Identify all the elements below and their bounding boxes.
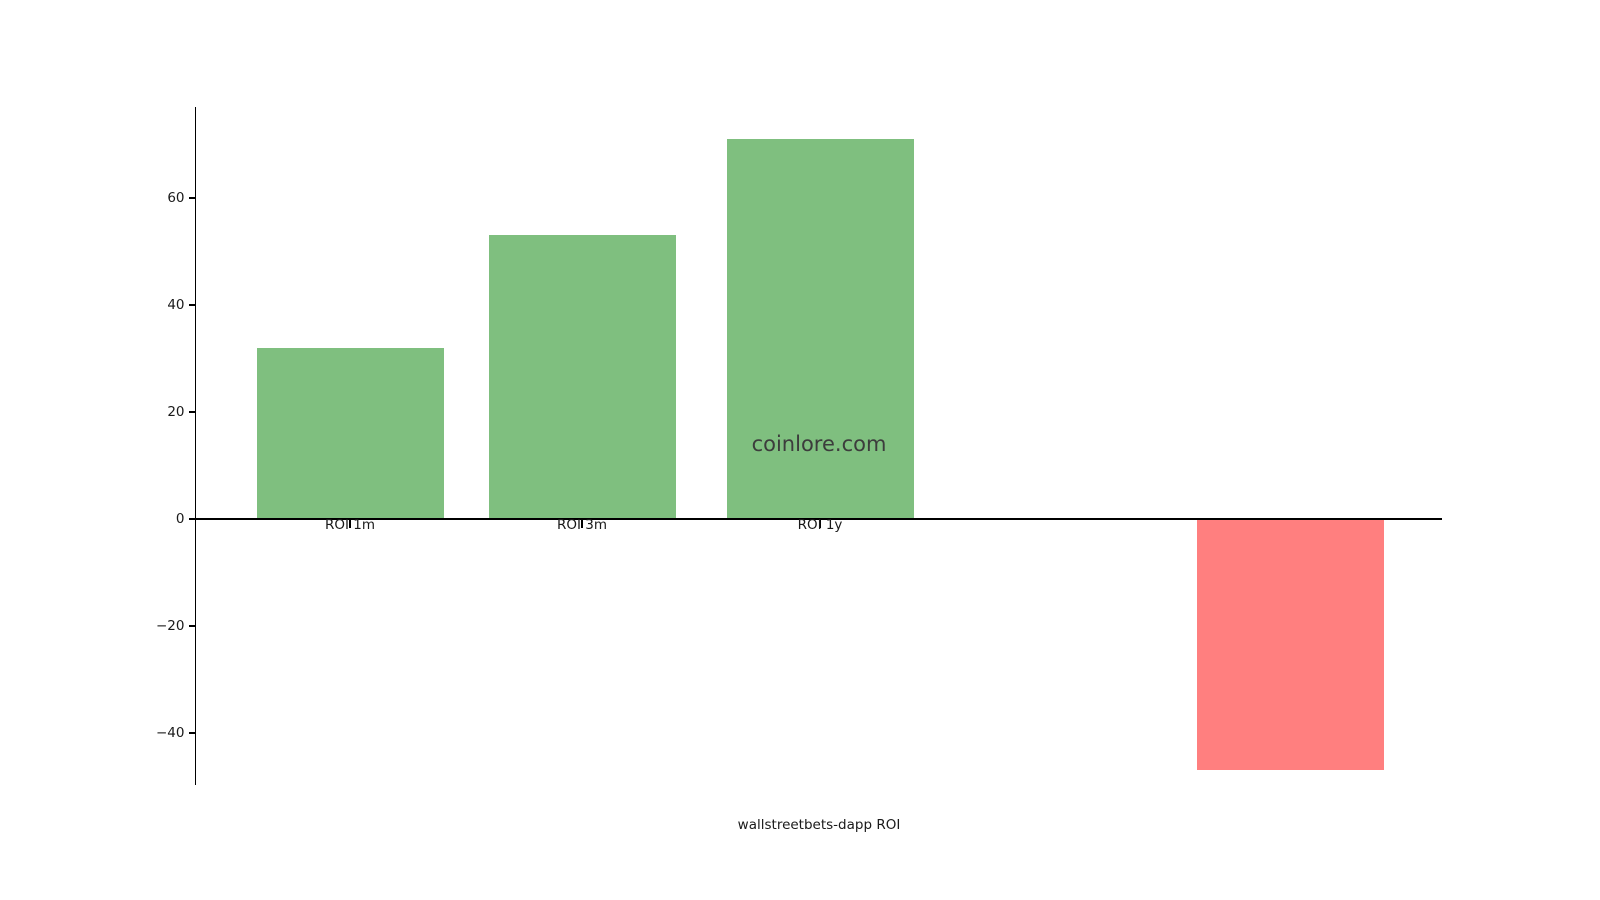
- y-tick-label-20: 20: [167, 404, 185, 420]
- x-tick-roi-3m: [581, 519, 583, 528]
- y-tick-label-−20: −20: [156, 618, 185, 634]
- y-tick-label-0: 0: [175, 511, 185, 527]
- bar-roi-3m: [488, 235, 676, 519]
- bar-unlabeled-4: [1196, 519, 1384, 771]
- y-tick-40: [188, 304, 195, 306]
- x-tick-label-roi-3m: ROI 3m: [556, 517, 608, 533]
- y-tick-0: [188, 518, 195, 520]
- watermark-text: coinlore.com: [751, 432, 887, 456]
- bar-roi-1y: [726, 139, 914, 519]
- y-tick-60: [188, 197, 195, 199]
- x-axis-line: [194, 518, 1442, 520]
- y-tick-label-40: 40: [167, 297, 185, 313]
- x-tick-roi-1m: [349, 519, 351, 528]
- chart-title: wallstreetbets-dapp ROI: [737, 817, 901, 833]
- y-tick-20: [188, 411, 195, 413]
- y-tick-label-60: 60: [167, 190, 185, 206]
- x-tick-label-roi-1y: ROI 1y: [797, 517, 843, 533]
- x-tick-roi-1y: [819, 519, 821, 528]
- y-axis-spine: [194, 107, 196, 785]
- y-tick-−40: [188, 732, 195, 734]
- bar-roi-1m: [256, 347, 444, 519]
- x-tick-label-roi-1m: ROI 1m: [324, 517, 376, 533]
- y-tick-label-−40: −40: [156, 725, 185, 741]
- y-tick-−20: [188, 625, 195, 627]
